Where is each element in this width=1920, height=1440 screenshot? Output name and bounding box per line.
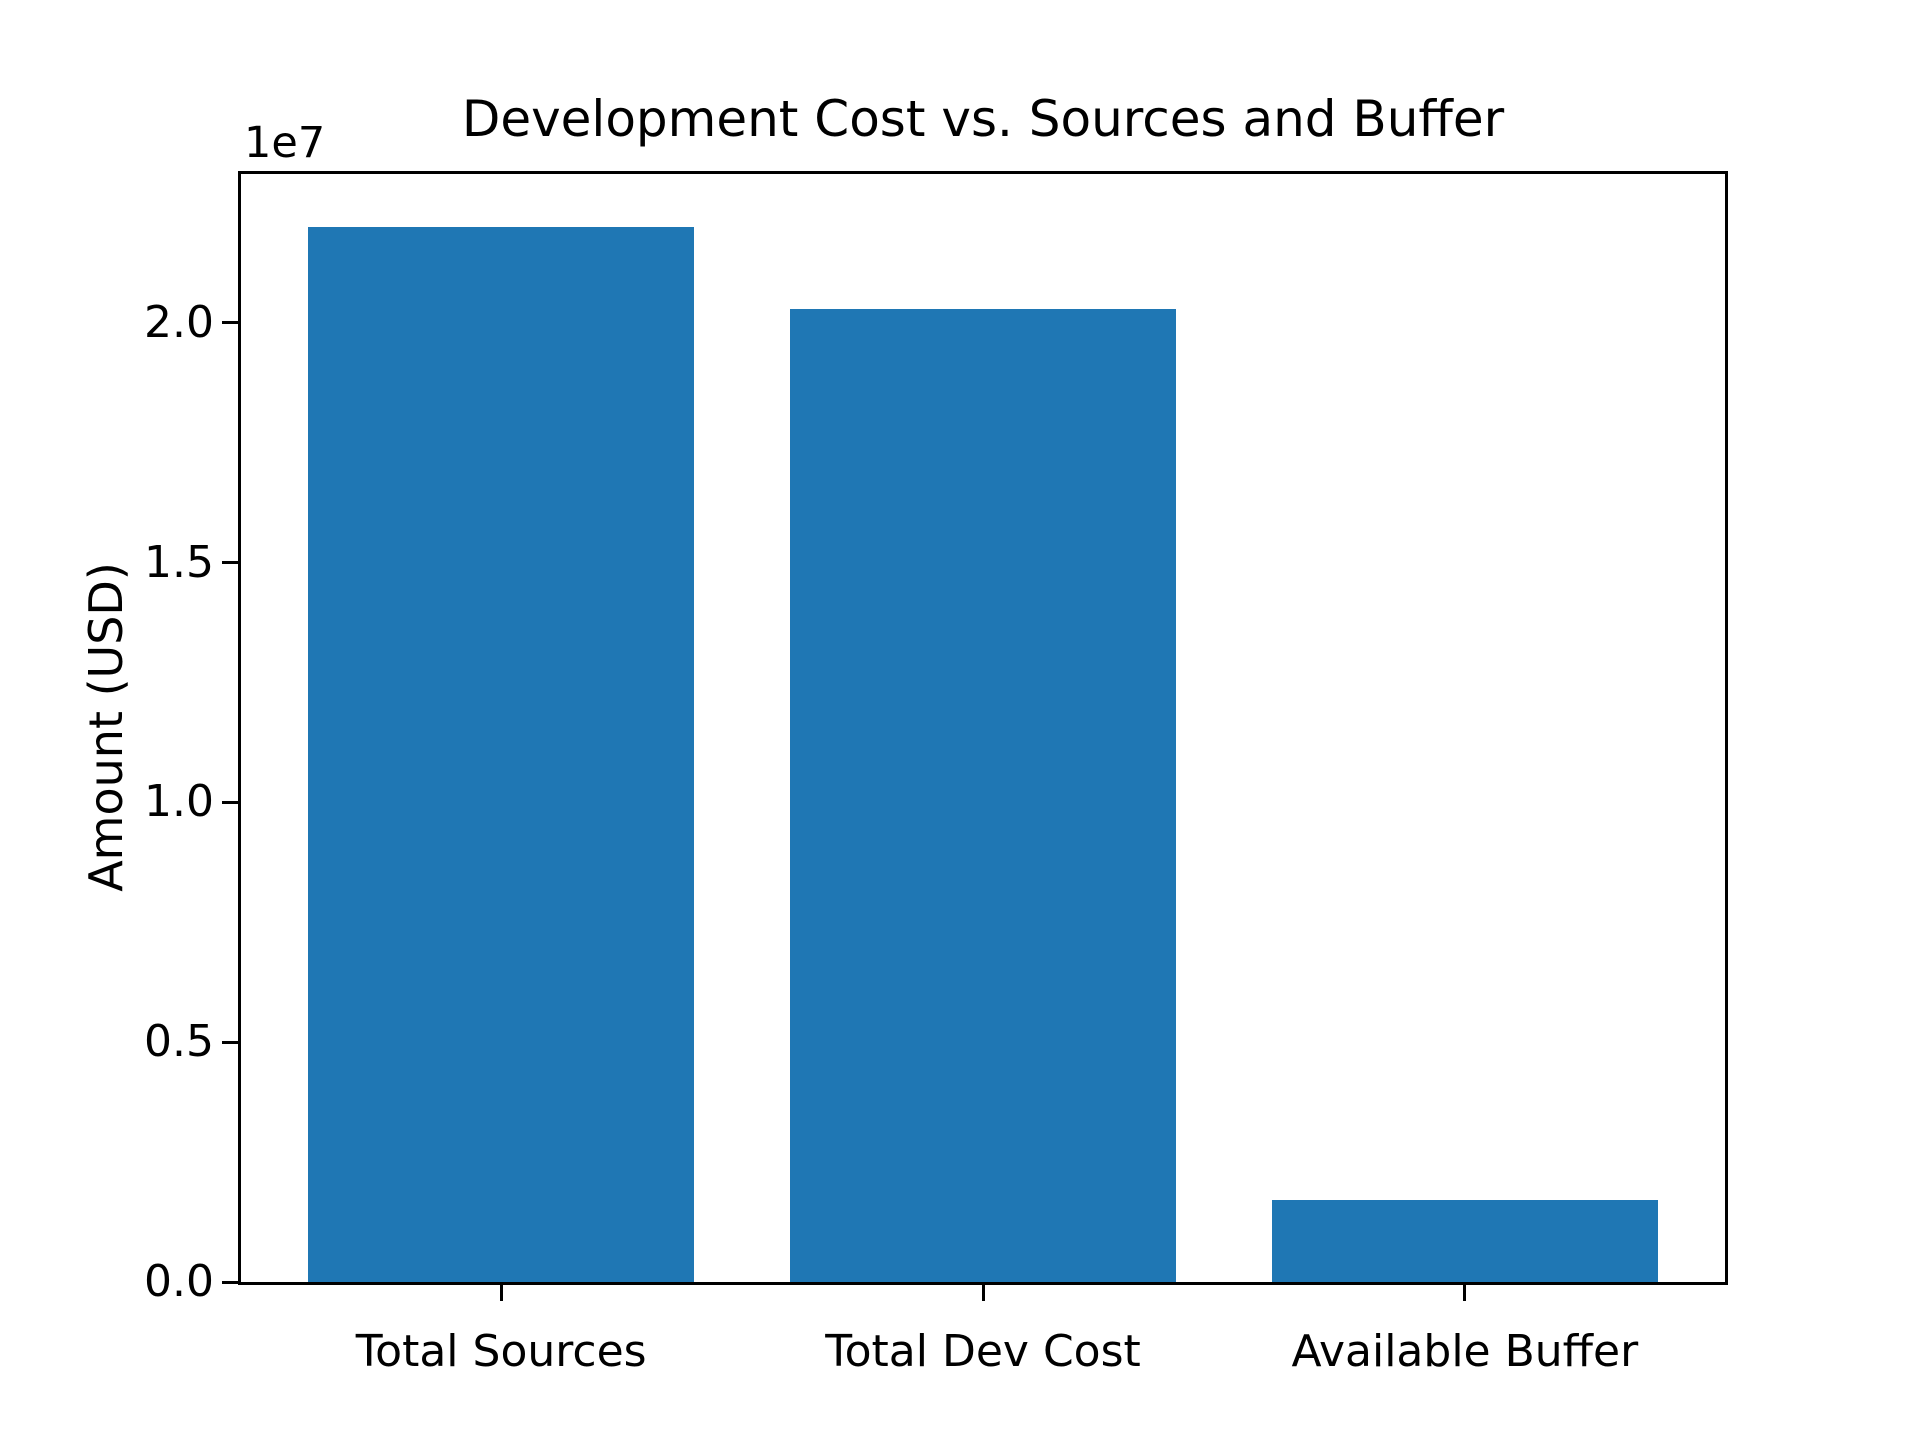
y-tick-label-1.0: 1.0 bbox=[144, 776, 214, 828]
y-axis-label: Amount (USD) bbox=[79, 562, 133, 892]
y-tick-mark-0.0 bbox=[222, 1280, 238, 1284]
y-tick-mark-1.5 bbox=[222, 561, 238, 565]
y-tick-label-0.5: 0.5 bbox=[144, 1016, 214, 1068]
y-tick-mark-2.0 bbox=[222, 321, 238, 325]
y-tick-label-1.5: 1.5 bbox=[144, 536, 214, 588]
chart-title: Development Cost vs. Sources and Buffer bbox=[461, 90, 1505, 148]
y-tick-mark-1.0 bbox=[222, 800, 238, 804]
x-tick-mark-total-dev-cost bbox=[981, 1285, 985, 1301]
plot-area: Total Sources Total Dev Cost Available Buf… bbox=[144, 171, 1728, 1374]
x-tick-label-total-dev-cost: Total Dev Cost bbox=[825, 1326, 1141, 1377]
x-tick-mark-total-sources bbox=[499, 1285, 503, 1301]
y-tick-mark-0.5 bbox=[222, 1040, 238, 1044]
x-tick-label-total-sources: Total Sources bbox=[355, 1326, 647, 1377]
y-tick-label-0.0: 0.0 bbox=[144, 1256, 214, 1307]
y-axis-offset-text: 1e7 bbox=[244, 118, 326, 168]
y-tick-label-2.0: 2.0 bbox=[144, 296, 214, 348]
bar-total-sources bbox=[308, 226, 694, 1282]
bar-total-dev-cost bbox=[790, 309, 1176, 1282]
x-tick-mark-available-buffer bbox=[1463, 1285, 1467, 1301]
bar-available-buffer bbox=[1272, 1199, 1658, 1282]
x-tick-label-available-buffer: Available Buffer bbox=[1291, 1326, 1639, 1377]
